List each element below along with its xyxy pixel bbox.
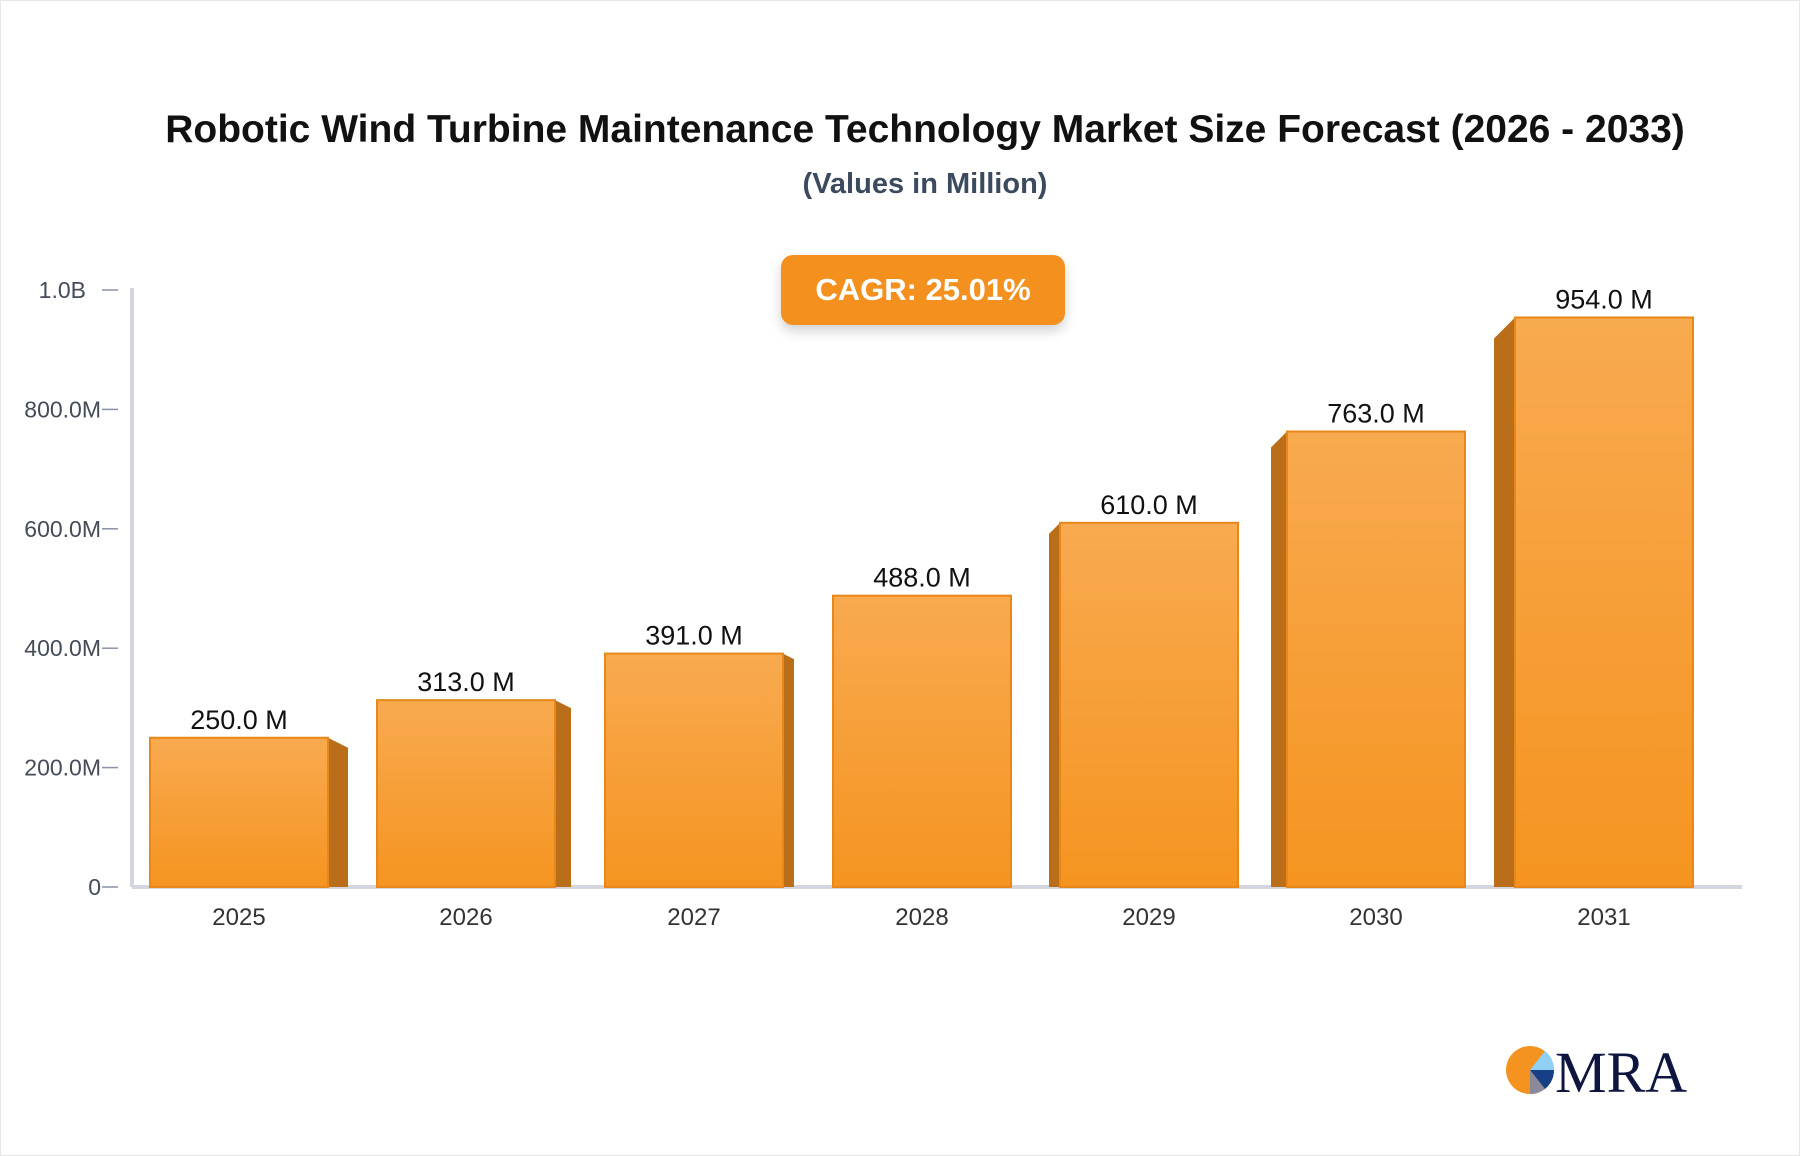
bar-side-face	[555, 700, 571, 887]
bar-2025: 250.0 M 2025	[149, 705, 348, 931]
data-label: 391.0 M	[645, 621, 743, 651]
bar-front-face	[1286, 430, 1466, 888]
x-tick-label: 2025	[212, 904, 265, 931]
x-tick-label: 2026	[439, 904, 492, 931]
mra-logo: MRA	[1505, 1040, 1695, 1100]
data-label: 763.0 M	[1327, 398, 1425, 428]
cagr-badge: CAGR: 25.01%	[781, 255, 1065, 325]
y-tick-label: 200.0M	[24, 755, 101, 781]
bar-2031: 954.0 M 2031	[1494, 284, 1694, 931]
bar-front-face	[376, 699, 556, 888]
data-label: 954.0 M	[1555, 284, 1653, 314]
y-tick-label: 1.0B	[39, 277, 86, 303]
bar-2026: 313.0 M 2026	[376, 667, 571, 931]
x-tick-label: 2028	[895, 904, 948, 931]
bar-side-face	[328, 737, 348, 887]
bar-side-face	[1494, 317, 1515, 887]
bar-front-face	[1059, 521, 1239, 889]
logo-pie-icon: MRA	[1506, 1040, 1687, 1100]
bar-side-face	[1271, 431, 1287, 887]
y-tick-label: 400.0M	[24, 635, 101, 661]
x-tick-label: 2027	[667, 904, 720, 931]
chart-subtitle: (Values in Million)	[802, 168, 1048, 200]
chart-title: Robotic Wind Turbine Maintenance Technol…	[165, 108, 1685, 151]
bar-front-face	[1514, 316, 1694, 889]
data-label: 610.0 M	[1100, 490, 1198, 520]
y-tick-label: 800.0M	[24, 396, 101, 422]
data-label: 250.0 M	[190, 705, 288, 735]
bar-front-face	[149, 736, 329, 888]
bar-front-face	[604, 652, 784, 888]
logo-text: MRA	[1555, 1040, 1687, 1100]
bar-side-face	[1049, 522, 1060, 887]
x-tick-label: 2029	[1122, 904, 1175, 931]
data-label: 313.0 M	[417, 667, 515, 697]
y-tick-label: 600.0M	[24, 516, 101, 542]
bar-side-face	[783, 653, 794, 887]
x-tick-label: 2030	[1349, 904, 1402, 931]
bar-2027: 391.0 M 2027	[604, 621, 794, 931]
y-tick-label: 0	[88, 874, 101, 900]
bar-2030: 763.0 M 2030	[1271, 398, 1466, 931]
bar-front-face	[832, 594, 1012, 888]
bar-2029: 610.0 M 2029	[1049, 490, 1239, 931]
bar-2028: 488.0 M 2028	[832, 563, 1012, 931]
data-label: 488.0 M	[873, 563, 971, 593]
x-tick-label: 2031	[1577, 904, 1630, 931]
